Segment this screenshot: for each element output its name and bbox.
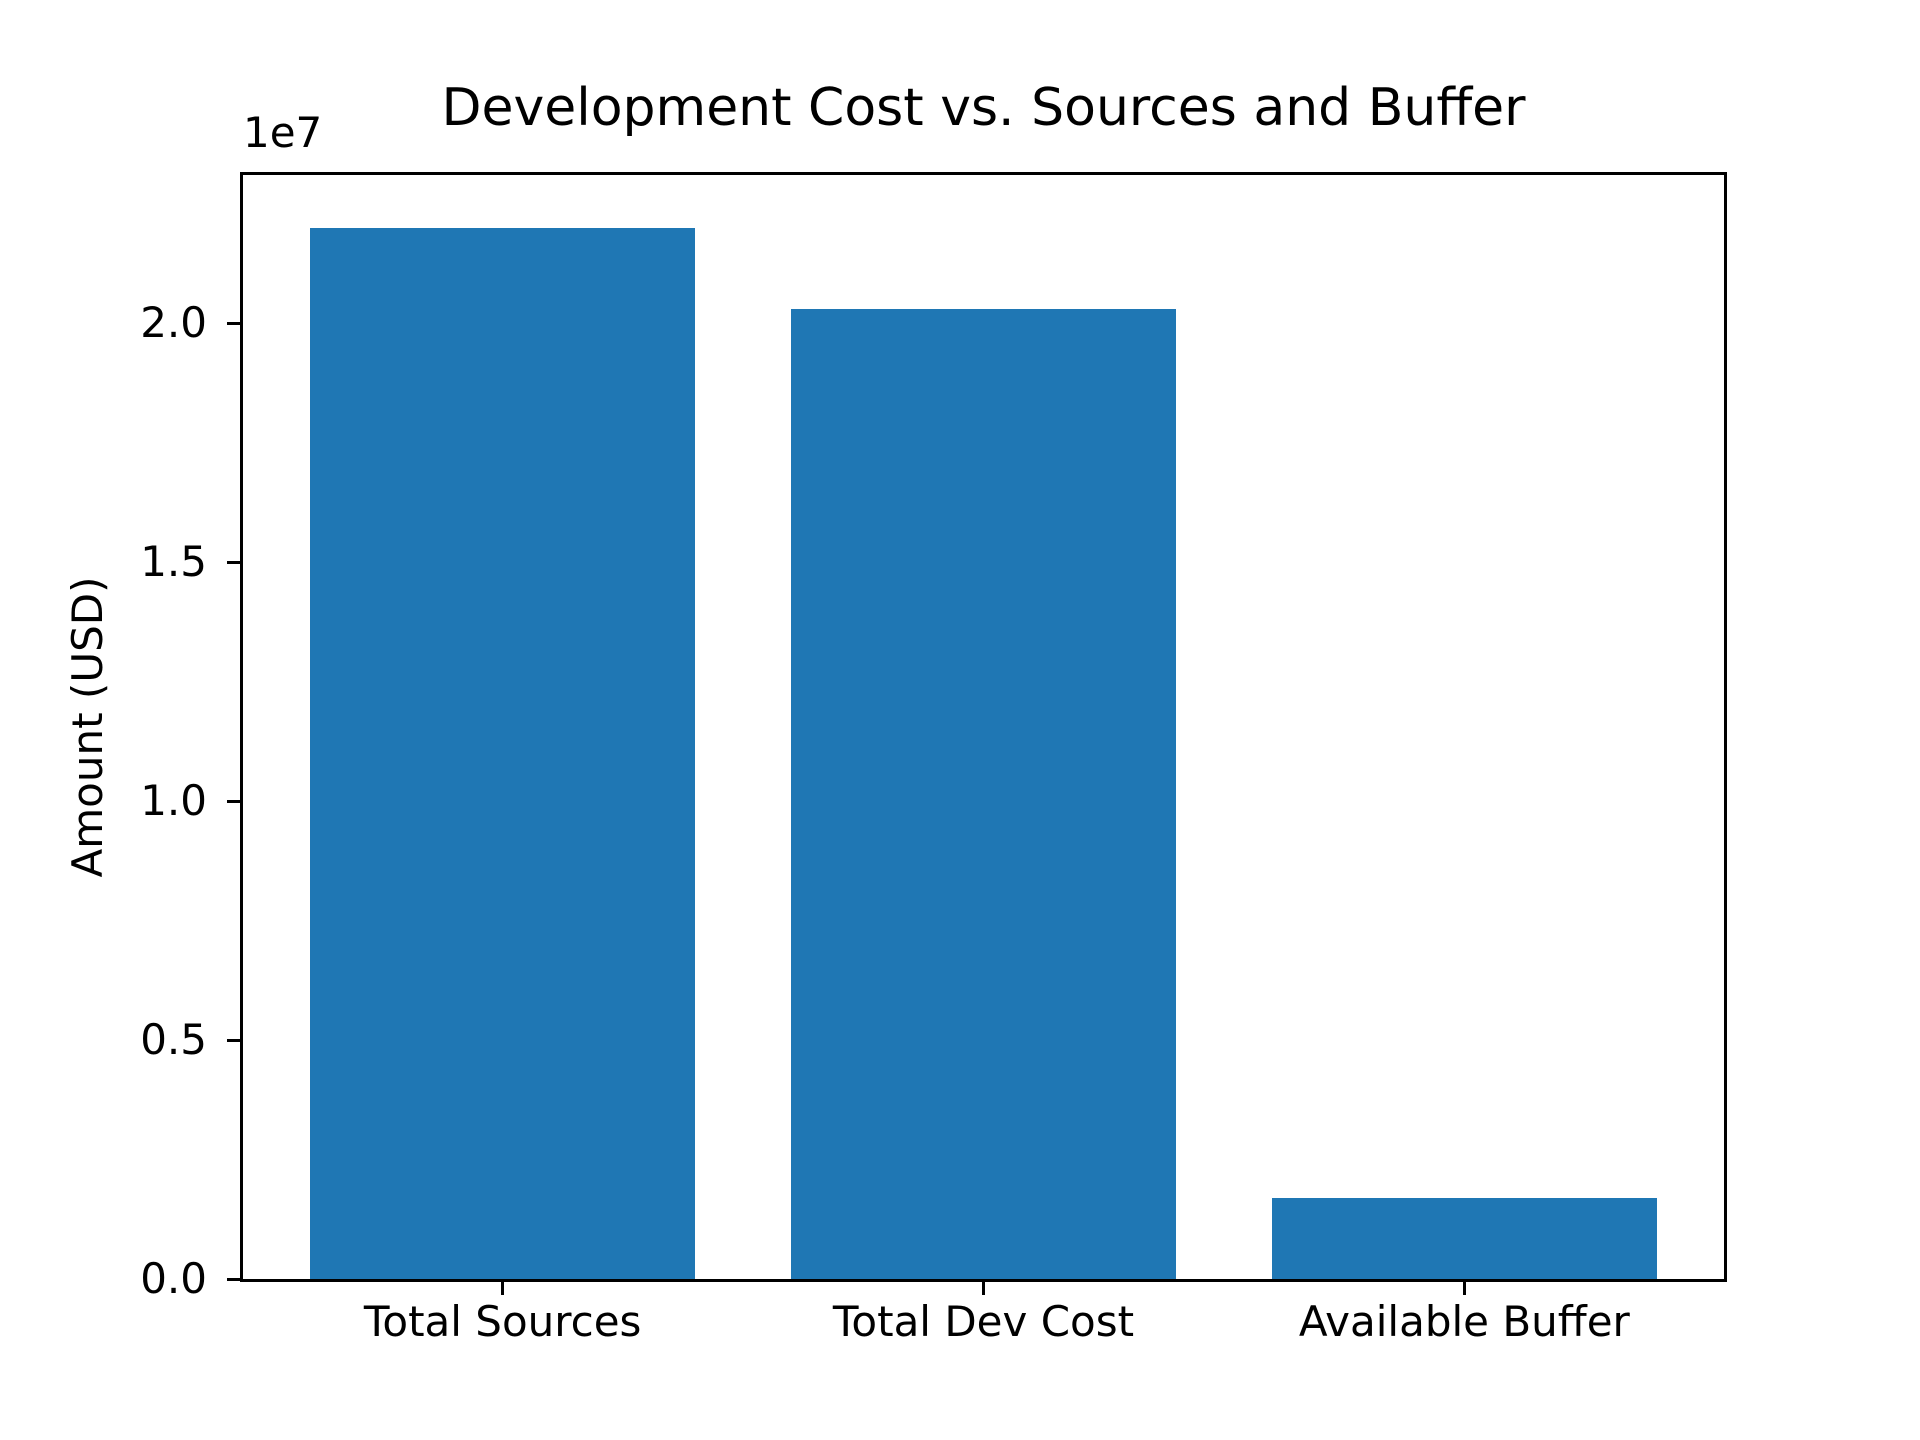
x-tick-label-total-sources: Total Sources xyxy=(363,1297,642,1346)
y-tick-label-1.0: 1.0 xyxy=(140,776,207,826)
y-axis-label: Amount (USD) xyxy=(63,576,112,878)
y-tick-label-0.5: 0.5 xyxy=(140,1015,207,1065)
x-tick-total-sources xyxy=(501,1282,505,1295)
y-tick-1.0 xyxy=(227,799,240,803)
y-tick-0.5 xyxy=(227,1038,240,1042)
y-tick-label-2.0: 2.0 xyxy=(140,298,207,348)
plot-area: Total Sources Total Dev Cost Available Buf… xyxy=(140,172,1727,1346)
y-tick-1.5 xyxy=(227,560,240,564)
y-tick-2.0 xyxy=(227,321,240,325)
x-tick-available-buffer xyxy=(1462,1282,1466,1295)
bar-total-dev-cost xyxy=(791,308,1176,1279)
y-tick-label-0.0: 0.0 xyxy=(140,1254,207,1303)
x-tick-total-dev-cost xyxy=(982,1282,985,1295)
chart-title: Development Cost vs. Sources and Buffer xyxy=(441,78,1526,138)
y-tick-0.0 xyxy=(227,1277,240,1281)
bar-total-sources xyxy=(310,227,695,1279)
x-tick-label-available-buffer: Available Buffer xyxy=(1298,1297,1630,1346)
x-tick-label-total-dev-cost: Total Dev Cost xyxy=(832,1297,1135,1346)
y-axis-offset-label: 1e7 xyxy=(243,108,323,157)
y-tick-label-1.5: 1.5 xyxy=(140,537,207,587)
bar-available-buffer xyxy=(1272,1197,1657,1279)
